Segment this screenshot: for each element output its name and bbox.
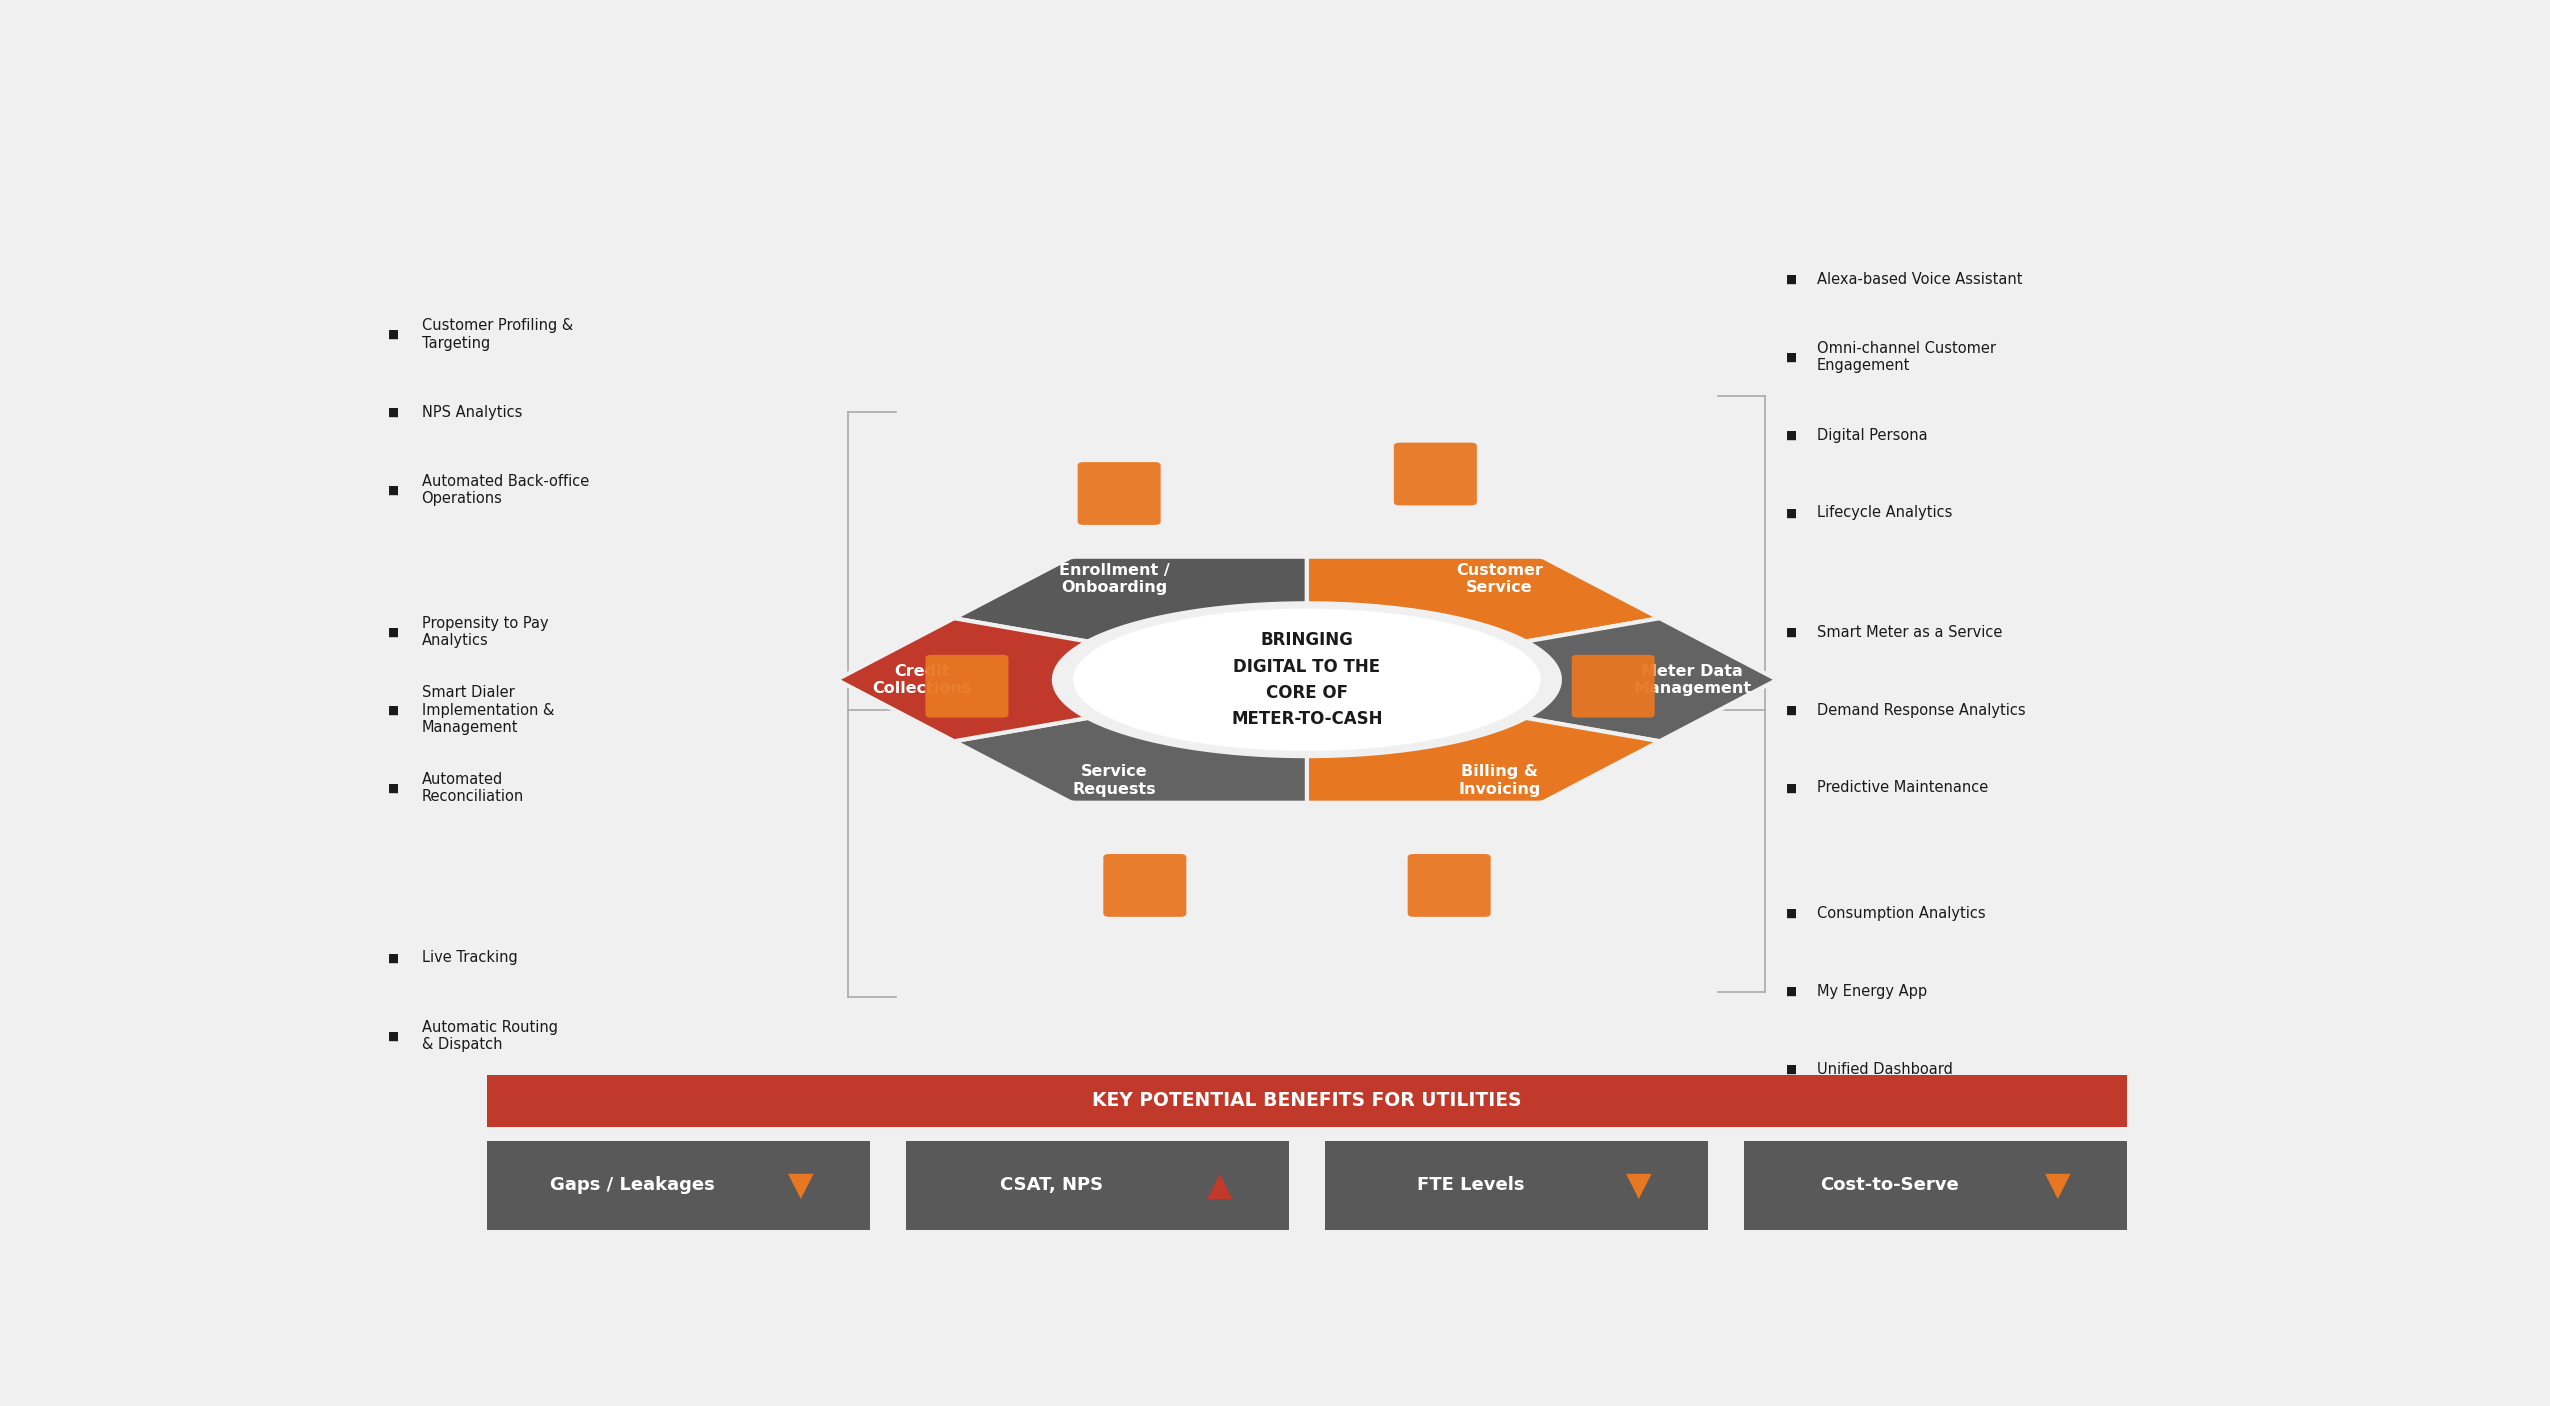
Text: ■: ■ <box>388 626 400 638</box>
Polygon shape <box>954 557 1306 641</box>
Text: Consumption Analytics: Consumption Analytics <box>1816 905 1986 921</box>
Text: Meter Data
Management: Meter Data Management <box>1632 664 1752 696</box>
Text: BRINGING
DIGITAL TO THE
CORE OF
METER-TO-CASH: BRINGING DIGITAL TO THE CORE OF METER-TO… <box>1232 631 1382 728</box>
Text: ■: ■ <box>388 484 400 496</box>
Text: ▲: ▲ <box>1206 1168 1232 1202</box>
Text: ■: ■ <box>1785 626 1798 638</box>
Text: Live Tracking: Live Tracking <box>421 950 518 966</box>
Text: Smart Dialer
Implementation &
Management: Smart Dialer Implementation & Management <box>421 685 553 735</box>
Text: Automatic Routing
& Dispatch: Automatic Routing & Dispatch <box>421 1019 558 1052</box>
FancyBboxPatch shape <box>1323 1140 1708 1230</box>
Text: ▼: ▼ <box>2045 1168 2071 1202</box>
FancyBboxPatch shape <box>905 1140 1290 1230</box>
Text: Automated Back-office
Operations: Automated Back-office Operations <box>421 474 589 506</box>
FancyBboxPatch shape <box>1408 853 1492 917</box>
Text: ▼: ▼ <box>1627 1168 1652 1202</box>
Text: Lifecycle Analytics: Lifecycle Analytics <box>1816 506 1953 520</box>
Text: ■: ■ <box>1785 986 1798 998</box>
Text: KEY POTENTIAL BENEFITS FOR UTILITIES: KEY POTENTIAL BENEFITS FOR UTILITIES <box>1091 1091 1522 1111</box>
Text: Enrollment /
Onboarding: Enrollment / Onboarding <box>1058 562 1170 595</box>
Text: Customer Profiling &
Targeting: Customer Profiling & Targeting <box>421 318 574 350</box>
Text: ■: ■ <box>388 782 400 794</box>
Text: Smart Meter as a Service: Smart Meter as a Service <box>1816 624 2002 640</box>
Text: Billing &
Invoicing: Billing & Invoicing <box>1459 765 1540 797</box>
Text: ■: ■ <box>1785 907 1798 920</box>
FancyBboxPatch shape <box>487 1140 870 1230</box>
Text: ■: ■ <box>1785 1063 1798 1076</box>
Text: Cost-to-Serve: Cost-to-Serve <box>1821 1177 1958 1194</box>
Polygon shape <box>839 619 1089 741</box>
Text: Credit
Collections: Credit Collections <box>872 664 972 696</box>
Text: Gaps / Leakages: Gaps / Leakages <box>551 1177 714 1194</box>
Text: ■: ■ <box>1785 273 1798 285</box>
Text: CSAT, NPS: CSAT, NPS <box>1000 1177 1104 1194</box>
FancyBboxPatch shape <box>487 1074 2127 1126</box>
Polygon shape <box>954 718 1306 803</box>
Text: Customer
Service: Customer Service <box>1456 562 1543 595</box>
FancyBboxPatch shape <box>1104 853 1186 917</box>
Text: ■: ■ <box>1785 782 1798 794</box>
FancyBboxPatch shape <box>926 655 1007 717</box>
FancyBboxPatch shape <box>1079 463 1160 524</box>
Text: Predictive Maintenance: Predictive Maintenance <box>1816 780 1989 796</box>
Text: ■: ■ <box>1785 506 1798 519</box>
Text: ■: ■ <box>1785 350 1798 364</box>
Text: ■: ■ <box>388 952 400 965</box>
Polygon shape <box>1306 718 1660 803</box>
Polygon shape <box>1306 557 1660 641</box>
Text: ■: ■ <box>388 406 400 419</box>
Polygon shape <box>1525 619 1775 741</box>
Text: Automated
Reconciliation: Automated Reconciliation <box>421 772 523 804</box>
FancyBboxPatch shape <box>1395 443 1476 505</box>
Text: Service
Requests: Service Requests <box>1074 765 1155 797</box>
Text: Unified Dashboard: Unified Dashboard <box>1816 1062 1953 1077</box>
FancyBboxPatch shape <box>1744 1140 2127 1230</box>
Ellipse shape <box>1074 609 1540 751</box>
Text: ▼: ▼ <box>788 1168 813 1202</box>
Text: ■: ■ <box>388 703 400 717</box>
FancyBboxPatch shape <box>1571 655 1655 717</box>
Text: Propensity to Pay
Analytics: Propensity to Pay Analytics <box>421 616 548 648</box>
Text: My Energy App: My Energy App <box>1816 984 1928 1000</box>
Text: ■: ■ <box>388 1029 400 1042</box>
Text: ■: ■ <box>1785 429 1798 441</box>
Text: FTE Levels: FTE Levels <box>1418 1177 1525 1194</box>
Text: Alexa-based Voice Assistant: Alexa-based Voice Assistant <box>1816 271 2022 287</box>
Text: Omni-channel Customer
Engagement: Omni-channel Customer Engagement <box>1816 340 1997 374</box>
Text: Demand Response Analytics: Demand Response Analytics <box>1816 703 2025 717</box>
Text: Digital Persona: Digital Persona <box>1816 427 1928 443</box>
Text: NPS Analytics: NPS Analytics <box>421 405 523 420</box>
Text: ■: ■ <box>388 328 400 340</box>
Text: ■: ■ <box>1785 703 1798 717</box>
